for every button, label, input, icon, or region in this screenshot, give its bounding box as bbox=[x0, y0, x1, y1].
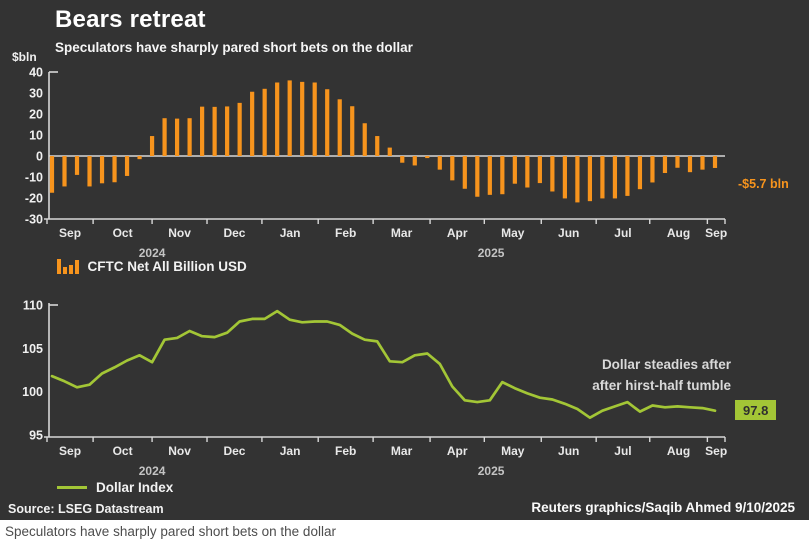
source-attribution: Source: LSEG Datastream bbox=[8, 502, 164, 516]
svg-text:10: 10 bbox=[29, 129, 43, 143]
line-series-icon bbox=[57, 485, 87, 490]
svg-text:30: 30 bbox=[29, 87, 43, 101]
svg-text:May: May bbox=[501, 444, 525, 458]
legend-dollar-index-label: Dollar Index bbox=[96, 480, 174, 495]
svg-text:-30: -30 bbox=[25, 213, 43, 227]
svg-text:Dec: Dec bbox=[223, 444, 245, 458]
svg-text:Jan: Jan bbox=[280, 444, 301, 458]
chart-panel: 40 30 20 10 0 -10 -20 -30 Sep Oct Nov Dec Jan Feb Mar A… bbox=[0, 0, 809, 520]
svg-text:2024: 2024 bbox=[139, 246, 166, 260]
chart-annotation: Dollar steadies after after hirst-half t… bbox=[592, 354, 731, 396]
dollar-index-end-value-label: 97.8 bbox=[735, 400, 777, 420]
svg-text:Apr: Apr bbox=[447, 444, 468, 458]
svg-text:Sep: Sep bbox=[705, 226, 727, 240]
cftc-end-value-label: -$5.7 bln bbox=[738, 177, 789, 191]
annotation-line-2: after hirst-half tumble bbox=[592, 378, 731, 393]
legend-cftc-label: CFTC Net All Billion USD bbox=[87, 259, 247, 274]
svg-text:Aug: Aug bbox=[667, 444, 690, 458]
credit-attribution: Reuters graphics/Saqib Ahmed 9/10/2025 bbox=[531, 500, 795, 515]
legend-dollar-index: Dollar Index bbox=[57, 480, 173, 495]
svg-text:2025: 2025 bbox=[478, 464, 505, 478]
svg-text:Feb: Feb bbox=[335, 226, 356, 240]
svg-text:100: 100 bbox=[22, 385, 43, 399]
svg-text:Sep: Sep bbox=[59, 444, 81, 458]
svg-text:Dec: Dec bbox=[223, 226, 245, 240]
svg-text:Jan: Jan bbox=[280, 226, 301, 240]
svg-text:2025: 2025 bbox=[478, 246, 505, 260]
y-axis-unit-label: $bln bbox=[12, 50, 37, 64]
svg-text:Sep: Sep bbox=[59, 226, 81, 240]
chart-title: Bears retreat bbox=[55, 6, 206, 33]
svg-text:Jul: Jul bbox=[614, 444, 631, 458]
svg-text:Oct: Oct bbox=[113, 226, 133, 240]
svg-text:95: 95 bbox=[29, 429, 43, 443]
legend-cftc: CFTC Net All Billion USD bbox=[57, 259, 247, 274]
svg-text:Nov: Nov bbox=[168, 226, 191, 240]
svg-text:105: 105 bbox=[22, 342, 43, 356]
svg-text:Jun: Jun bbox=[558, 226, 579, 240]
svg-text:0: 0 bbox=[36, 150, 43, 164]
svg-text:Nov: Nov bbox=[168, 444, 191, 458]
svg-text:Mar: Mar bbox=[391, 444, 413, 458]
svg-text:Sep: Sep bbox=[705, 444, 727, 458]
svg-text:-20: -20 bbox=[25, 192, 43, 206]
bar-series-icon bbox=[57, 259, 79, 274]
dollar-index-line-chart: 110 105 100 95 Sep Oct Nov Dec Jan Feb Mar Apr May Ju… bbox=[22, 299, 727, 479]
annotation-line-1: Dollar steadies after bbox=[601, 357, 731, 372]
svg-text:Feb: Feb bbox=[335, 444, 356, 458]
cftc-bar-chart: 40 30 20 10 0 -10 -20 -30 Sep Oct Nov Dec Jan Feb Mar A… bbox=[25, 66, 727, 261]
svg-text:Apr: Apr bbox=[447, 226, 468, 240]
svg-text:2024: 2024 bbox=[139, 464, 166, 478]
svg-text:20: 20 bbox=[29, 108, 43, 122]
svg-text:-10: -10 bbox=[25, 171, 43, 185]
chart-subtitle: Speculators have sharply pared short bet… bbox=[55, 40, 413, 55]
svg-text:Mar: Mar bbox=[391, 226, 413, 240]
svg-text:110: 110 bbox=[23, 299, 43, 313]
svg-text:Jun: Jun bbox=[558, 444, 579, 458]
svg-text:May: May bbox=[501, 226, 525, 240]
svg-text:Oct: Oct bbox=[113, 444, 133, 458]
svg-text:40: 40 bbox=[29, 66, 43, 80]
svg-text:Aug: Aug bbox=[667, 226, 690, 240]
svg-text:Jul: Jul bbox=[614, 226, 631, 240]
image-caption: Speculators have sharply pared short bet… bbox=[5, 524, 336, 539]
